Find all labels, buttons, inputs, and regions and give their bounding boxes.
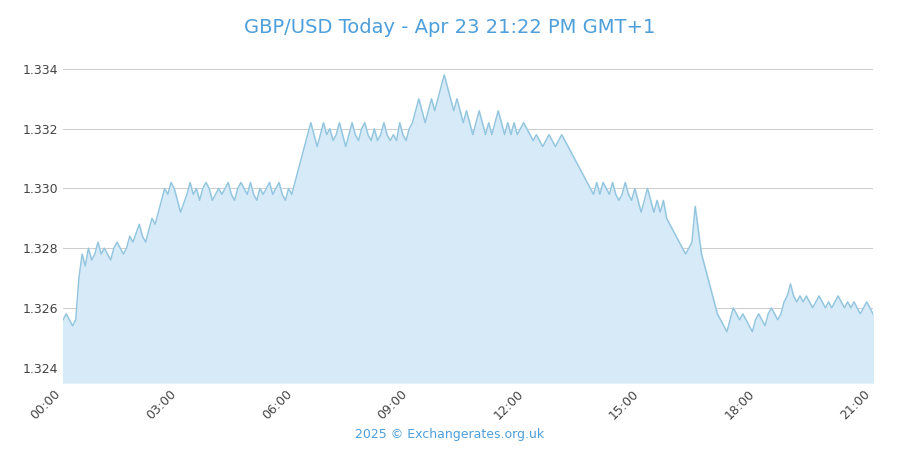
Text: 2025 © Exchangerates.org.uk: 2025 © Exchangerates.org.uk: [356, 428, 544, 441]
Text: GBP/USD Today - Apr 23 21:22 PM GMT+1: GBP/USD Today - Apr 23 21:22 PM GMT+1: [244, 18, 656, 37]
